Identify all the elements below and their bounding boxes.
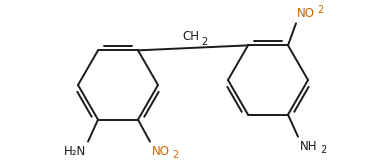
Text: 2: 2: [201, 37, 207, 47]
Text: NO: NO: [297, 7, 315, 20]
Text: H₂N: H₂N: [64, 145, 86, 158]
Text: 2: 2: [317, 5, 323, 15]
Text: NO: NO: [152, 145, 170, 158]
Text: CH: CH: [183, 30, 199, 43]
Text: 2: 2: [172, 150, 178, 160]
Text: NH: NH: [300, 140, 317, 153]
Text: 2: 2: [320, 145, 326, 155]
